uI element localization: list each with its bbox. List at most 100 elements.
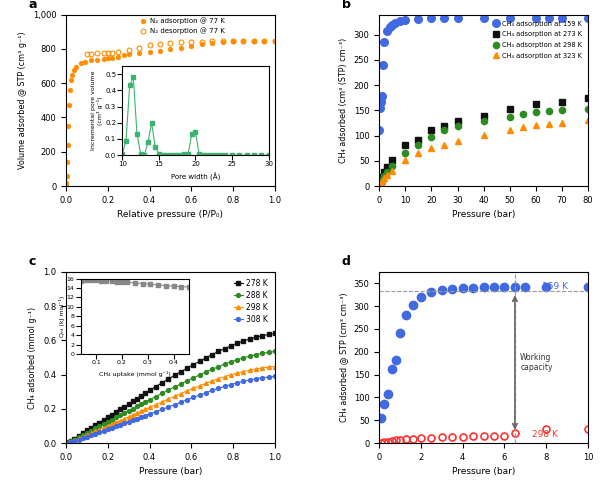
288 K [92, 426, 99, 431]
CH₄ adsorption at 159 K [532, 15, 539, 21]
308 K [171, 402, 178, 408]
298 K [209, 378, 216, 384]
X-axis label: Pressure (bar): Pressure (bar) [452, 210, 515, 219]
278 K [240, 338, 247, 344]
298 K [265, 364, 272, 370]
288 K [177, 381, 184, 387]
288 K [227, 359, 235, 365]
288 K [100, 421, 107, 427]
308 K [133, 416, 140, 422]
278 K [83, 428, 91, 433]
308 K [68, 439, 75, 445]
N₂ adsorption @ 77 K [68, 72, 76, 77]
CH₄ adsorption at 159 K [380, 62, 387, 68]
CH₄ adsorption at 273 K [480, 113, 487, 119]
N₂ adsorption @ 77 K [63, 173, 70, 179]
CH₄ adsorption at 159 K [386, 24, 393, 30]
CH₄ adsorption at 273 K [389, 157, 396, 163]
CH₄ adsorption at 159 K [381, 39, 388, 45]
CH₄ adsorption at 273 K [428, 127, 435, 132]
288 K [83, 430, 91, 436]
308 K [71, 438, 78, 444]
288 K [240, 355, 247, 361]
278 K [246, 336, 253, 342]
288 K [146, 397, 153, 403]
308 K [129, 417, 136, 423]
Text: d: d [341, 255, 350, 268]
N₂ adsorption @ 77 K [64, 159, 71, 165]
278 K [133, 395, 140, 401]
N₂ desorption @ 77 K [271, 38, 278, 44]
N₂ desorption @ 77 K [219, 38, 226, 44]
N₂ adsorption @ 77 K [81, 59, 88, 65]
N₂ desorption @ 77 K [125, 47, 132, 53]
CH₄ adsorption at 298 K [506, 114, 514, 120]
CH₄ adsorption at 323 K [378, 179, 385, 185]
288 K [221, 361, 228, 367]
Legend: CH₄ adsorption at 159 K, CH₄ adsorption at 273 K, CH₄ adsorption at 298 K, CH₄ a: CH₄ adsorption at 159 K, CH₄ adsorption … [490, 18, 584, 61]
308 K [96, 430, 103, 435]
278 K [221, 346, 228, 352]
278 K [209, 352, 216, 357]
308 K [227, 382, 235, 388]
CH₄ adsorption at 298 K [584, 106, 592, 112]
288 K [196, 372, 203, 378]
N₂ desorption @ 77 K [240, 38, 247, 44]
CH₄ adsorption at 159 K [545, 15, 553, 21]
298 K [171, 393, 178, 399]
N₂ desorption @ 77 K [177, 39, 184, 45]
CH₄ adsorption at 323 K [381, 175, 388, 181]
Line: N₂ desorption @ 77 K: N₂ desorption @ 77 K [85, 38, 277, 56]
308 K [64, 440, 71, 446]
CH₄ adsorption at 159 K [415, 16, 422, 21]
278 K [64, 440, 71, 446]
278 K [129, 398, 136, 404]
CH₄ adsorption at 323 K [519, 124, 526, 130]
288 K [129, 406, 136, 412]
N₂ adsorption @ 77 K [177, 45, 184, 51]
CH₄ adsorption at 323 K [532, 122, 539, 128]
CH₄ adsorption at 273 K [377, 177, 384, 183]
CH₄ adsorption at 298 K [389, 163, 396, 169]
298 K [104, 423, 112, 429]
CH₄ adsorption at 159 K [584, 15, 592, 21]
298 K [240, 369, 247, 375]
308 K [190, 394, 197, 400]
308 K [109, 425, 116, 431]
298 K [215, 376, 222, 382]
298 K [146, 404, 153, 410]
N₂ adsorption @ 77 K [198, 41, 205, 47]
N₂ desorption @ 77 K [83, 51, 91, 56]
Text: c: c [28, 255, 36, 268]
278 K [100, 417, 107, 423]
CH₄ adsorption at 323 K [454, 138, 461, 144]
288 K [65, 439, 73, 445]
278 K [137, 393, 145, 399]
278 K [68, 438, 75, 444]
N₂ adsorption @ 77 K [109, 55, 116, 61]
278 K [202, 355, 209, 361]
298 K [259, 365, 266, 371]
278 K [109, 412, 116, 418]
278 K [75, 433, 82, 439]
288 K [64, 440, 71, 446]
Y-axis label: CH₄ adsorbed (cm³ (STP) cm⁻³): CH₄ adsorbed (cm³ (STP) cm⁻³) [339, 37, 348, 163]
278 K [146, 388, 153, 393]
N₂ adsorption @ 77 K [240, 38, 247, 44]
308 K [65, 440, 73, 446]
288 K [209, 366, 216, 372]
N₂ desorption @ 77 K [198, 39, 205, 45]
278 K [125, 401, 132, 407]
N₂ adsorption @ 77 K [229, 38, 236, 44]
CH₄ adsorption at 323 K [376, 183, 383, 188]
N₂ desorption @ 77 K [209, 38, 216, 44]
CH₄ adsorption at 323 K [377, 181, 384, 187]
308 K [196, 392, 203, 398]
278 K [215, 349, 222, 355]
278 K [196, 358, 203, 364]
N₂ adsorption @ 77 K [100, 56, 107, 62]
N₂ adsorption @ 77 K [271, 38, 278, 44]
288 K [253, 352, 260, 357]
CH₄ adsorption at 298 K [441, 127, 448, 132]
CH₄ adsorption at 273 K [402, 142, 409, 148]
